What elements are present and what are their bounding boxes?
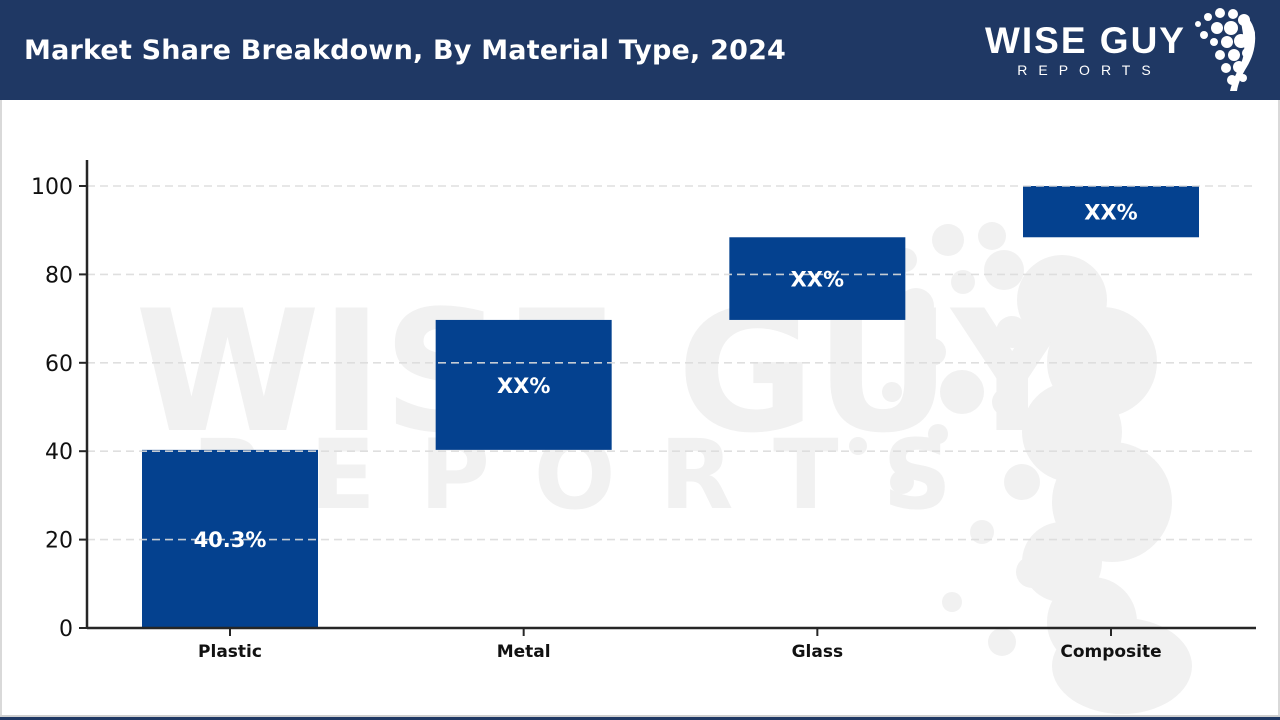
bar-value-label: 40.3%: [194, 528, 267, 552]
header-bar: Market Share Breakdown, By Material Type…: [0, 0, 1280, 100]
bar-value-label: XX%: [791, 268, 844, 292]
border-bottom: [0, 715, 1280, 717]
chart-svg: WISE GUY REPORTS 40.3%P: [31, 160, 1256, 714]
logo-wordmark: WISE GUY: [984, 20, 1186, 61]
y-tick-label: 40: [45, 440, 73, 465]
bar-value-label: XX%: [497, 374, 550, 398]
bar-metal: [435, 319, 612, 450]
chart-area: WISE GUY REPORTS 40.3% P: [0, 100, 1280, 717]
chart-title: Market Share Breakdown, By Material Type…: [24, 34, 787, 66]
x-tick-label: Plastic: [198, 642, 262, 662]
x-tick-label: Metal: [497, 642, 551, 662]
border-right: [1278, 100, 1280, 716]
bar-composite: [1023, 186, 1200, 238]
axis-layer: [79, 160, 1256, 636]
border-left: [0, 100, 2, 716]
bar-value-label: XX%: [1084, 201, 1137, 225]
logo-subtitle: REPORTS: [1017, 62, 1162, 78]
y-tick-label: 100: [31, 175, 73, 200]
x-tick-label: Composite: [1060, 642, 1161, 662]
logo-face-icon: [1195, 8, 1256, 91]
wiseguy-logo: WISE GUY REPORTS: [985, 8, 1256, 92]
y-tick-label: 20: [45, 529, 73, 554]
bar-glass: [729, 237, 906, 320]
footer-strip: [0, 717, 1280, 720]
x-tick-label: Glass: [792, 642, 844, 662]
label-layer: 40.3% Plastic XX% Metal XX% Glass XX% Composite…: [31, 175, 1162, 662]
y-tick-label: 80: [45, 263, 73, 288]
logo-text: WISE GUY REPORTS: [985, 22, 1186, 78]
y-tick-label: 60: [45, 352, 73, 377]
y-tick-label: 0: [59, 617, 73, 642]
